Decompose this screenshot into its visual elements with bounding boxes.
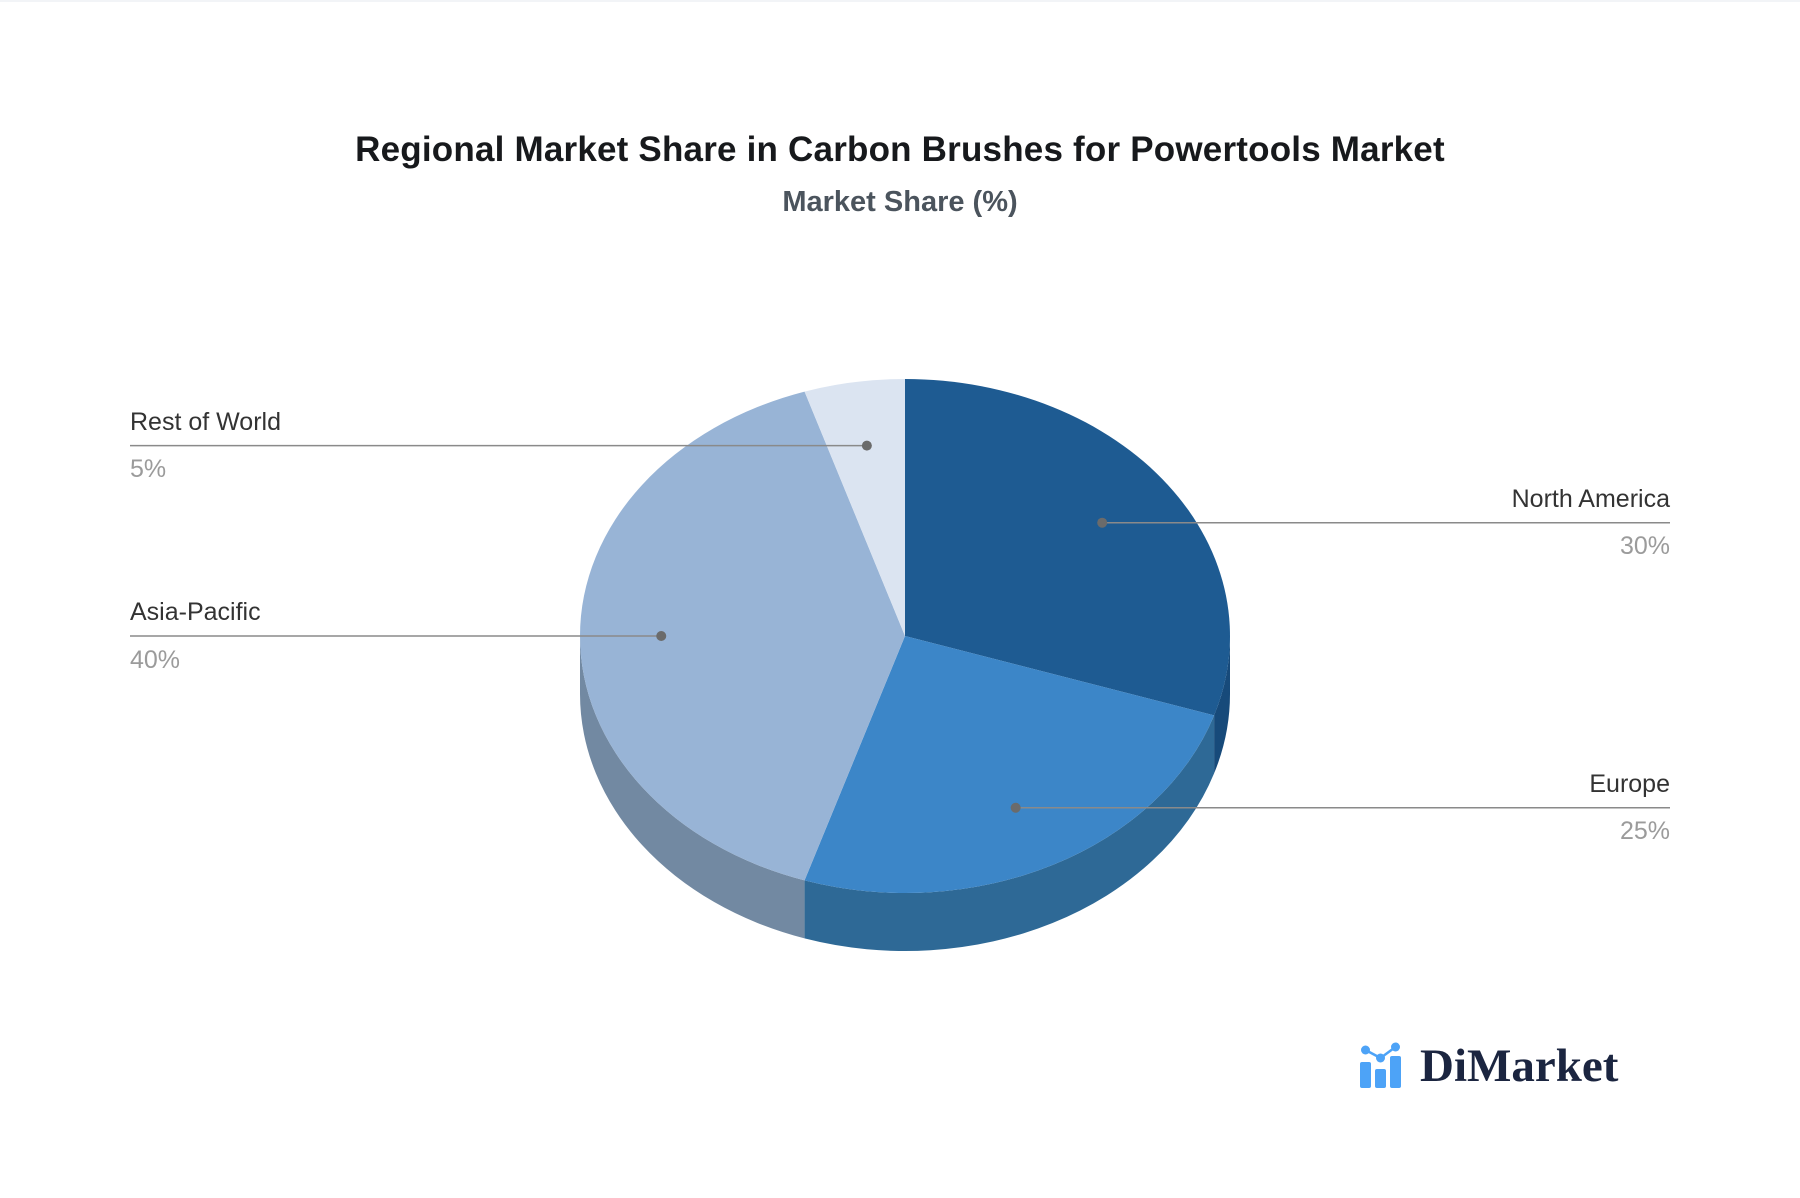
pie-slice-europe[interactable] <box>804 636 1215 893</box>
pie-slice-north-america[interactable] <box>905 379 1230 716</box>
pie-slice-side-europe <box>804 715 1215 951</box>
pie-slice-side-north-america <box>1214 636 1230 774</box>
chart-subtitle: Market Share (%) <box>782 186 1018 218</box>
pie-slice-rest-of-world[interactable] <box>804 379 905 636</box>
pie-slice-asia-pacific[interactable] <box>579 391 905 881</box>
leader-dot <box>1097 517 1108 528</box>
pie-slice-side-asia-pacific <box>580 636 805 939</box>
bar-chart-trend-icon <box>1360 1042 1401 1088</box>
chart-title: Regional Market Share in Carbon Brushes … <box>355 130 1445 169</box>
leader-dot <box>1010 802 1021 813</box>
leader-dot <box>861 440 872 451</box>
leader-dot <box>656 631 667 641</box>
logo-text: DiMarket <box>1420 1039 1619 1092</box>
logo: DiMarket <box>1358 1039 1619 1092</box>
